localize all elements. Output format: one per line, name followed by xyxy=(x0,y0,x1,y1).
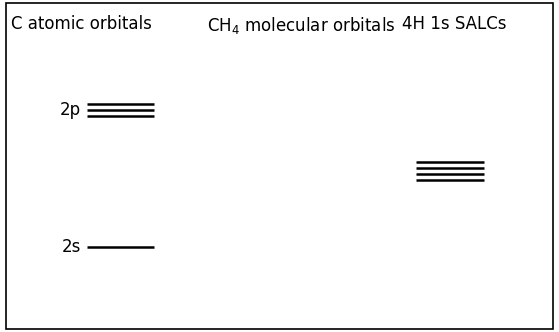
Text: C atomic orbitals: C atomic orbitals xyxy=(11,15,152,33)
Text: CH$_4$ molecular orbitals: CH$_4$ molecular orbitals xyxy=(207,15,396,36)
Text: 4H 1s SALCs: 4H 1s SALCs xyxy=(402,15,507,33)
Text: 2s: 2s xyxy=(61,238,81,256)
Text: 2p: 2p xyxy=(60,101,81,119)
